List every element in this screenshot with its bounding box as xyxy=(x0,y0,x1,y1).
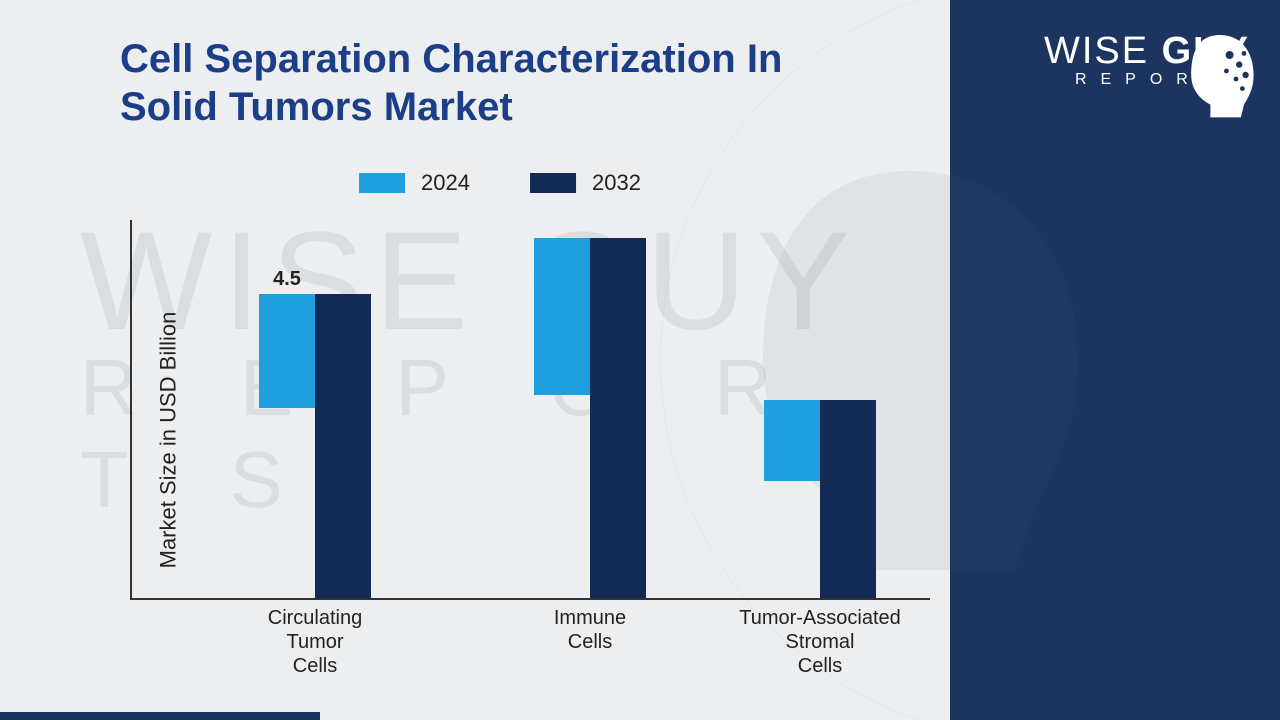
brand-line1a: WISE xyxy=(1044,30,1149,72)
brand-logo: WISE GUY REPORTS xyxy=(1044,30,1250,89)
x-label: Tumor-AssociatedStromalCells xyxy=(730,606,910,678)
bar xyxy=(315,294,371,598)
x-axis-labels: CirculatingTumorCells ImmuneCells Tumor-As… xyxy=(130,606,930,696)
bar-group: 4.5 xyxy=(225,294,405,598)
bar xyxy=(764,400,820,481)
chart-title: Cell Separation Characterization In Soli… xyxy=(120,35,840,131)
bar-value-label: 4.5 xyxy=(273,268,301,291)
legend-item-2032: 2032 xyxy=(530,170,641,196)
legend: 2024 2032 xyxy=(359,170,641,196)
legend-label-2032: 2032 xyxy=(592,170,641,196)
legend-item-2024: 2024 xyxy=(359,170,470,196)
x-label: CirculatingTumorCells xyxy=(225,606,405,678)
legend-swatch-2024 xyxy=(359,173,405,193)
brand-head-icon xyxy=(1180,30,1260,120)
bar xyxy=(820,400,876,598)
page: WISE GUY R E P O R T S WISE GUY REPORTS … xyxy=(0,0,1280,720)
bar: 4.5 xyxy=(259,294,315,408)
bar xyxy=(534,238,590,395)
chart-area: Market Size in USD Billion 2024 2032 4.5… xyxy=(50,170,950,710)
legend-label-2024: 2024 xyxy=(421,170,470,196)
x-label: ImmuneCells xyxy=(500,606,680,654)
bottom-accent xyxy=(0,712,320,720)
bar-group xyxy=(500,238,680,598)
plot-area: 4.5 xyxy=(130,220,930,600)
bar-group xyxy=(730,400,910,598)
y-axis-line xyxy=(130,220,132,598)
bar xyxy=(590,238,646,598)
legend-swatch-2032 xyxy=(530,173,576,193)
